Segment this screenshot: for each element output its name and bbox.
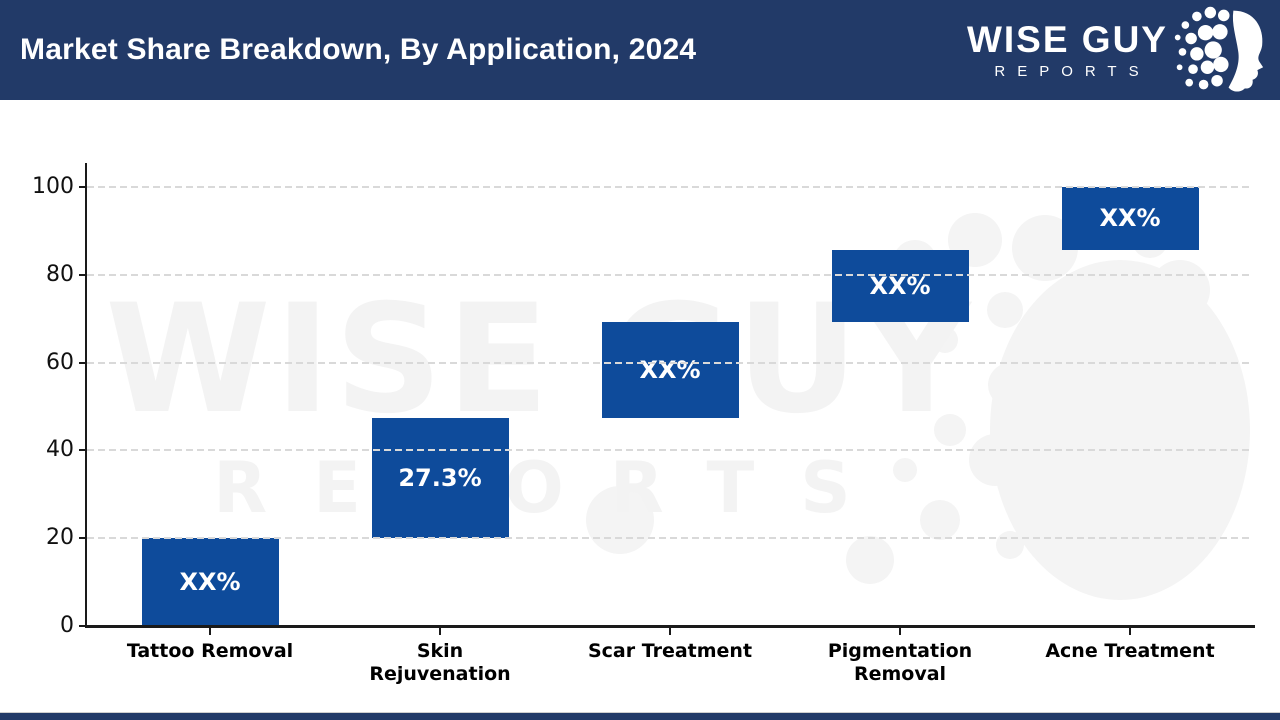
logo-name: WISE GUY [966,19,1168,60]
y-axis-tick-label: 60 [46,349,74,375]
x-axis-tick [439,627,441,635]
gridline [87,273,1253,276]
bar-value-label: XX% [639,356,701,385]
x-axis-category-label: Scar Treatment [587,640,753,662]
bar-segment: XX% [831,249,969,322]
y-axis-tick-label: 100 [32,174,74,199]
bar-value-label: XX% [179,568,241,597]
y-axis-tick [79,625,86,627]
page-title: Market Share Breakdown, By Application, … [20,33,697,66]
y-axis-line [85,163,87,628]
gridline [87,537,1253,540]
bar-segment: XX% [141,538,279,626]
x-axis-tick [209,627,211,635]
bar-value-label: 27.3% [398,464,482,493]
logo-text: WISE GUY REPORTS [967,21,1168,79]
gridline [87,449,1253,452]
bar-segment: XX% [1061,187,1199,250]
bar-segment: 27.3% [371,418,509,539]
y-axis-tick-label: 20 [46,525,74,551]
x-axis-tick [899,627,901,635]
x-axis-line [85,625,1255,628]
x-axis-category-label: Skin Rejuvenation [369,640,511,685]
footer-bar [0,712,1280,720]
bar-value-label: XX% [869,271,931,300]
y-axis-tick [79,537,86,540]
bar-value-label: XX% [1099,204,1161,233]
x-axis-tick [669,627,671,635]
header-bar: Market Share Breakdown, By Application, … [0,0,1280,100]
y-axis-tick-label: 80 [46,261,74,287]
x-axis-category-label: Pigmentation Removal [827,640,973,685]
y-axis-tick [79,186,86,188]
gridline [87,361,1253,364]
y-axis-tick [79,361,86,364]
y-axis-tick-label: 40 [46,437,74,463]
x-axis-tick [1129,627,1131,635]
bar-segment: XX% [601,321,739,419]
wiseguy-logo: WISE GUY REPORTS [967,6,1266,94]
logo-face-icon [1174,6,1264,92]
logo-subname: REPORTS [994,63,1151,80]
x-axis-category-label: Tattoo Removal [126,640,294,662]
y-axis-tick-label: 0 [60,613,74,638]
y-axis-tick [79,449,86,452]
x-axis-category-label: Acne Treatment [1045,640,1215,662]
gridline [87,186,1253,188]
y-axis-tick [79,273,86,276]
